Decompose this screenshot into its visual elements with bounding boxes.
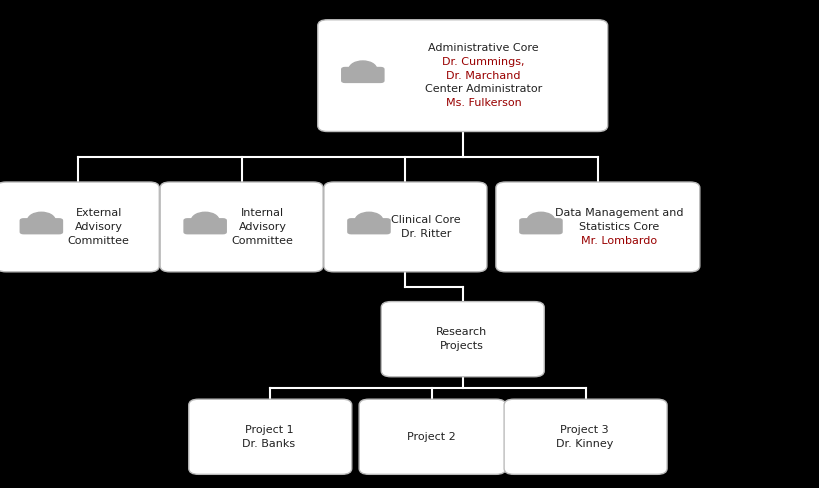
Text: Dr. Ritter: Dr. Ritter bbox=[401, 229, 451, 239]
Text: Projects: Projects bbox=[440, 341, 483, 351]
Text: Dr. Banks: Dr. Banks bbox=[242, 439, 296, 448]
FancyBboxPatch shape bbox=[0, 182, 159, 272]
FancyBboxPatch shape bbox=[324, 182, 486, 272]
FancyBboxPatch shape bbox=[183, 218, 227, 234]
Circle shape bbox=[349, 61, 377, 78]
Text: Clinical Core: Clinical Core bbox=[391, 215, 461, 225]
FancyBboxPatch shape bbox=[341, 67, 385, 83]
Circle shape bbox=[192, 212, 219, 229]
Text: Committee: Committee bbox=[232, 236, 293, 245]
FancyBboxPatch shape bbox=[519, 218, 563, 234]
Text: Project 3: Project 3 bbox=[560, 425, 609, 435]
Text: Ms. Fulkerson: Ms. Fulkerson bbox=[446, 98, 522, 108]
FancyBboxPatch shape bbox=[20, 218, 63, 234]
Text: Statistics Core: Statistics Core bbox=[579, 222, 658, 232]
Text: Project 1: Project 1 bbox=[245, 425, 293, 435]
Text: Dr. Cummings,: Dr. Cummings, bbox=[442, 57, 525, 67]
Text: Committee: Committee bbox=[68, 236, 129, 245]
FancyBboxPatch shape bbox=[504, 399, 667, 474]
Text: Data Management and: Data Management and bbox=[554, 208, 683, 218]
Circle shape bbox=[527, 212, 554, 229]
FancyBboxPatch shape bbox=[160, 182, 323, 272]
Text: Mr. Lombardo: Mr. Lombardo bbox=[581, 236, 657, 245]
FancyBboxPatch shape bbox=[318, 20, 608, 131]
Text: Advisory: Advisory bbox=[238, 222, 287, 232]
Circle shape bbox=[28, 212, 55, 229]
Text: Research: Research bbox=[436, 327, 487, 337]
FancyBboxPatch shape bbox=[188, 399, 352, 474]
FancyBboxPatch shape bbox=[495, 182, 699, 272]
Text: Dr. Kinney: Dr. Kinney bbox=[555, 439, 613, 448]
Text: Advisory: Advisory bbox=[75, 222, 123, 232]
FancyBboxPatch shape bbox=[347, 218, 391, 234]
FancyBboxPatch shape bbox=[359, 399, 505, 474]
Circle shape bbox=[355, 212, 382, 229]
Text: Center Administrator: Center Administrator bbox=[425, 84, 542, 94]
Text: External: External bbox=[75, 208, 122, 218]
Text: Internal: Internal bbox=[241, 208, 284, 218]
Text: Dr. Marchand: Dr. Marchand bbox=[446, 71, 521, 81]
FancyBboxPatch shape bbox=[381, 302, 544, 377]
Text: Administrative Core: Administrative Core bbox=[428, 43, 539, 53]
Text: Project 2: Project 2 bbox=[407, 432, 455, 442]
